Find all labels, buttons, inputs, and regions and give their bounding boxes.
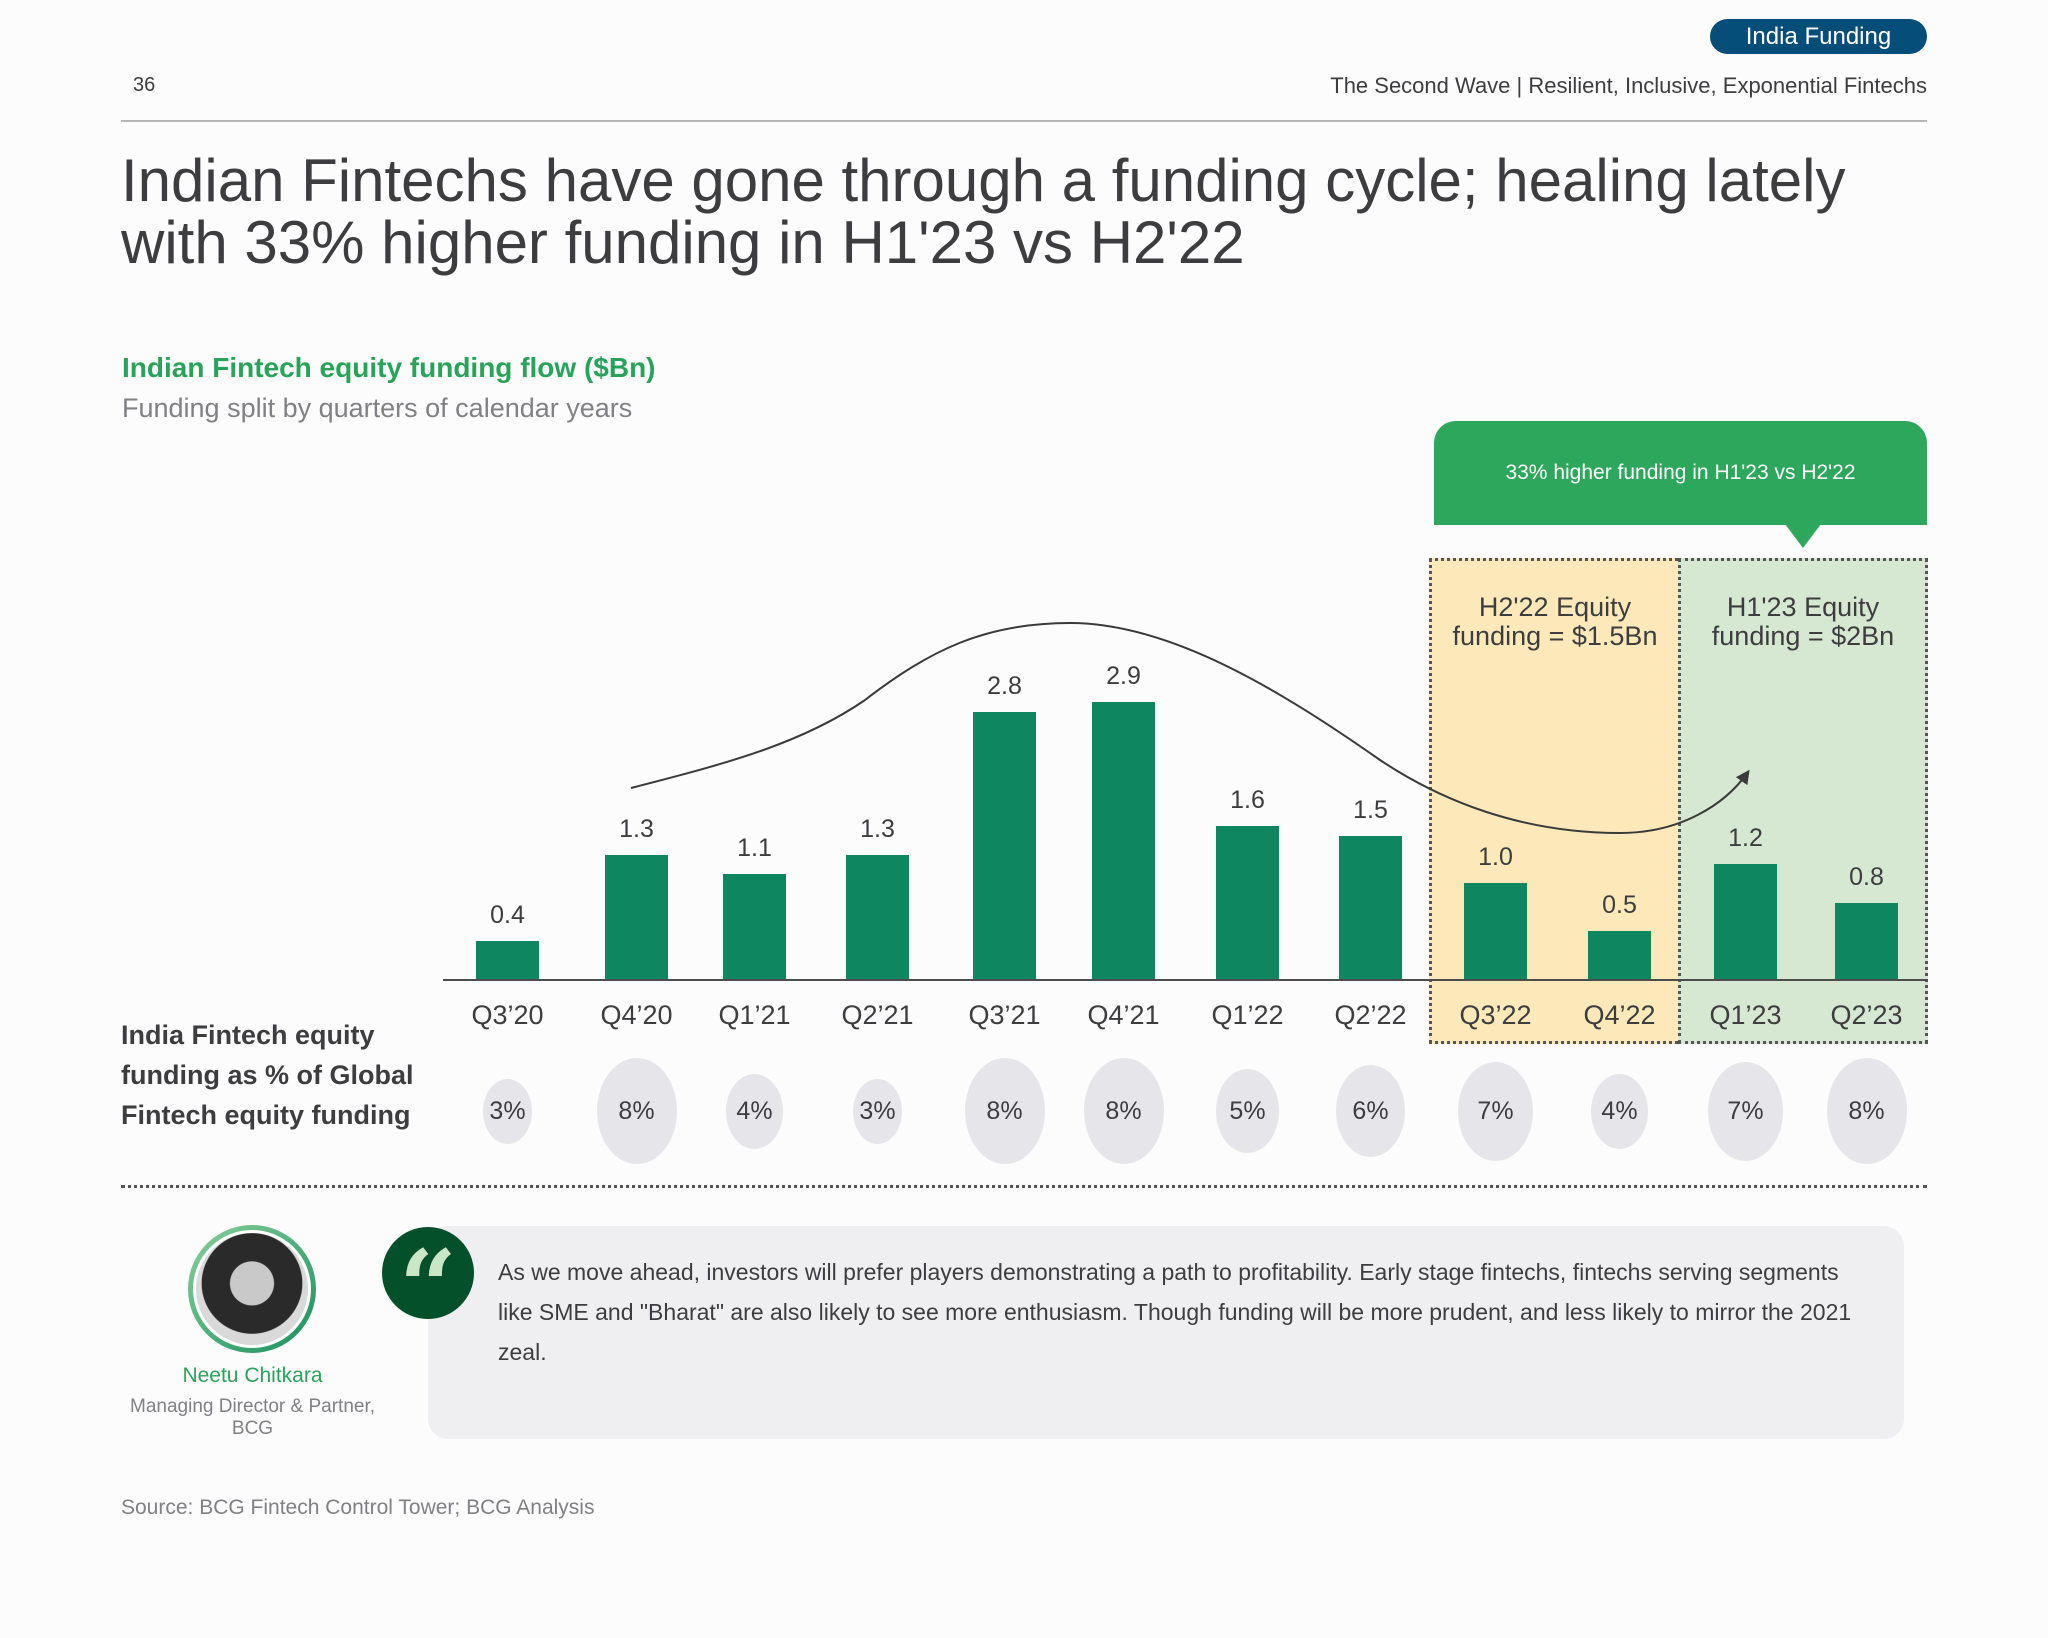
page-title: Indian Fintechs have gone through a fund… <box>121 147 1846 276</box>
bar-value-label: 0.8 <box>1849 863 1884 891</box>
category-label: Q1’22 <box>1211 1000 1284 1030</box>
dotted-separator <box>121 1185 1927 1188</box>
bar-value-label: 2.8 <box>987 672 1022 700</box>
category-label: Q2’21 <box>841 1000 914 1030</box>
pct-bubble: 3% <box>853 1078 902 1144</box>
pct-bubble: 7% <box>1708 1061 1783 1161</box>
callout-banner: 33% higher funding in H1'23 vs H2'22 <box>1434 421 1927 525</box>
category-label: Q2’23 <box>1830 1000 1903 1030</box>
pct-bubble: 7% <box>1458 1061 1533 1161</box>
pct-row-label: India Fintech equity funding as % of Glo… <box>121 1020 414 1130</box>
bar <box>1339 836 1402 979</box>
bar-value-label: 0.5 <box>1602 891 1637 919</box>
category-label: Q1’23 <box>1709 1000 1782 1030</box>
category-label: Q4’20 <box>600 1000 673 1030</box>
bar <box>1714 864 1777 979</box>
category-label: Q3’21 <box>968 1000 1041 1030</box>
bar <box>1588 931 1651 979</box>
bar-value-label: 1.2 <box>1728 824 1763 852</box>
bar-value-label: 2.9 <box>1106 662 1141 690</box>
bar <box>846 855 909 979</box>
bar <box>973 712 1036 979</box>
pct-bubble: 4% <box>1591 1073 1648 1149</box>
category-label: Q4’21 <box>1087 1000 1160 1030</box>
quote-box <box>428 1226 1904 1439</box>
category-label: Q1’21 <box>718 1000 791 1030</box>
bar <box>605 855 668 979</box>
highlight-label-h1-23: H1'23 Equity funding = $2Bn <box>1711 592 1895 651</box>
quote-text: As we move ahead, investors will prefer … <box>498 1259 1852 1365</box>
bar-value-label: 1.1 <box>737 834 772 862</box>
category-label: Q3’20 <box>471 1000 544 1030</box>
bar <box>476 941 539 979</box>
chart-title: Indian Fintech equity funding flow ($Bn) <box>122 352 656 383</box>
pct-bubble: 8% <box>1826 1058 1907 1164</box>
highlight-label-h2-22: H2'22 Equity funding = $1.5Bn <box>1452 592 1658 651</box>
pct-bubble: 8% <box>596 1058 677 1164</box>
pct-bubble: 4% <box>726 1073 783 1149</box>
bar-value-label: 0.4 <box>490 901 525 929</box>
bar-value-label: 1.3 <box>860 815 895 843</box>
category-label: Q4’22 <box>1583 1000 1656 1030</box>
bar <box>1464 883 1527 979</box>
header-divider <box>121 120 1927 122</box>
pct-bubble: 3% <box>483 1078 532 1144</box>
person-role: Managing Director & Partner, BCG <box>130 1396 376 1439</box>
pct-bubble: 5% <box>1216 1069 1279 1153</box>
pct-bubble: 8% <box>1083 1058 1164 1164</box>
bar <box>1216 826 1279 979</box>
bar-value-label: 1.6 <box>1230 786 1265 814</box>
category-label: Q2’22 <box>1334 1000 1407 1030</box>
chart-subtitle: Funding split by quarters of calendar ye… <box>122 393 633 423</box>
category-label: Q3’22 <box>1459 1000 1532 1030</box>
pct-bubble: 6% <box>1336 1065 1405 1157</box>
person-name: Neetu Chitkara <box>182 1364 323 1387</box>
bar <box>1092 702 1155 979</box>
pct-bubble: 8% <box>964 1058 1045 1164</box>
page-number: 36 <box>133 74 156 96</box>
bar-value-label: 1.0 <box>1478 843 1513 871</box>
section-pill: India Funding <box>1710 19 1927 54</box>
bar-value-label: 1.5 <box>1353 796 1388 824</box>
avatar <box>188 1225 316 1353</box>
running-head: The Second Wave | Resilient, Inclusive, … <box>1330 73 1927 98</box>
avatar-photo <box>193 1230 311 1348</box>
callout-pointer <box>1785 524 1821 548</box>
bar <box>723 874 786 979</box>
x-axis-line <box>443 979 1928 981</box>
quote-icon: “ <box>382 1227 474 1346</box>
bar-value-label: 1.3 <box>619 815 654 843</box>
trend-curve <box>630 621 1750 835</box>
source-note: Source: BCG Fintech Control Tower; BCG A… <box>121 1496 595 1519</box>
bar <box>1835 903 1898 979</box>
